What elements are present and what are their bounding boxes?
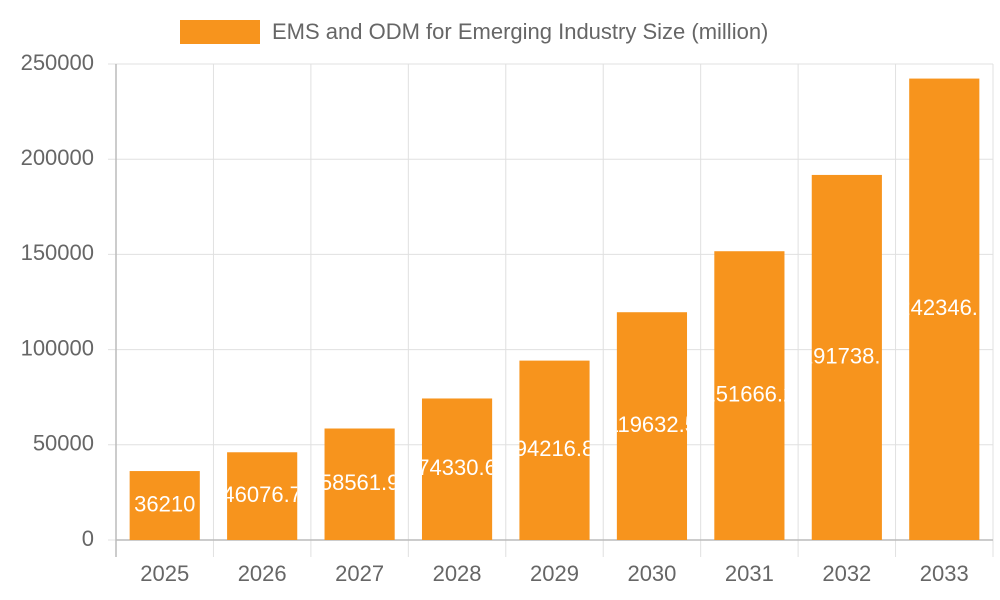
bar bbox=[421, 398, 493, 540]
y-tick-label: 50000 bbox=[33, 431, 94, 456]
y-tick-label: 250000 bbox=[21, 50, 94, 75]
x-tick-label: 2030 bbox=[627, 561, 676, 586]
y-tick-label: 200000 bbox=[21, 145, 94, 170]
bar bbox=[227, 452, 298, 540]
y-tick-label: 0 bbox=[82, 526, 94, 551]
x-tick-label: 2027 bbox=[335, 561, 384, 586]
x-tick-label: 2028 bbox=[433, 561, 482, 586]
bar bbox=[129, 471, 200, 540]
data-label: 191738.1 bbox=[801, 343, 893, 368]
bar bbox=[714, 251, 785, 541]
data-label: 36210 bbox=[134, 491, 195, 516]
x-tick-label: 2029 bbox=[530, 561, 579, 586]
data-label: 242346.1 bbox=[898, 295, 990, 320]
data-label: 119632.5 bbox=[607, 412, 697, 437]
bar bbox=[616, 312, 688, 540]
bar bbox=[324, 428, 395, 540]
data-label: 74330.6 bbox=[417, 455, 497, 480]
x-tick-label: 2025 bbox=[140, 561, 189, 586]
bar bbox=[909, 78, 980, 540]
x-tick-label: 2031 bbox=[725, 561, 774, 586]
y-tick-label: 100000 bbox=[21, 335, 94, 360]
data-label: 94216.8 bbox=[515, 436, 595, 461]
y-tick-label: 150000 bbox=[21, 240, 94, 265]
x-tick-label: 2033 bbox=[920, 561, 969, 586]
x-tick-label: 2026 bbox=[238, 561, 287, 586]
legend-swatch bbox=[180, 20, 260, 44]
bar bbox=[519, 360, 590, 540]
data-label: 46076.7 bbox=[222, 482, 302, 507]
bar bbox=[811, 174, 882, 540]
x-tick-label: 2032 bbox=[822, 561, 871, 586]
data-label: 58561.9 bbox=[320, 470, 400, 495]
legend-label: EMS and ODM for Emerging Industry Size (… bbox=[272, 19, 768, 44]
data-label: 151666.2 bbox=[704, 381, 796, 406]
